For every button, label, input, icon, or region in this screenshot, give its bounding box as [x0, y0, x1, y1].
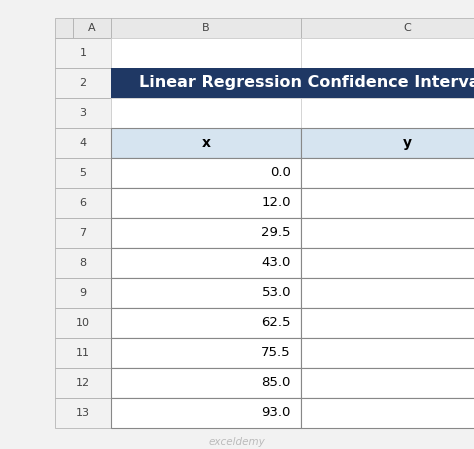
Bar [301, 158, 474, 188]
Bar [111, 218, 301, 248]
Bar [301, 278, 474, 308]
Bar [55, 38, 111, 68]
Bar [301, 18, 474, 38]
Bar [111, 68, 301, 98]
Bar [111, 38, 301, 68]
Bar [111, 188, 301, 218]
Bar [301, 158, 474, 188]
Bar [111, 18, 301, 38]
Bar [301, 278, 474, 308]
Text: 8: 8 [80, 258, 87, 268]
Text: 62.5: 62.5 [262, 317, 291, 330]
Bar [55, 68, 111, 98]
Text: A: A [88, 23, 96, 33]
Bar [301, 248, 474, 278]
Bar [301, 218, 474, 248]
Bar [111, 68, 474, 98]
Bar [301, 98, 474, 128]
Text: 12: 12 [76, 378, 90, 388]
Bar [301, 128, 474, 158]
Bar [301, 188, 474, 218]
Bar [55, 338, 111, 368]
Bar [111, 278, 301, 308]
Text: 11: 11 [76, 348, 90, 358]
Text: Linear Regression Confidence Interval: Linear Regression Confidence Interval [139, 75, 474, 91]
Text: 6: 6 [80, 198, 86, 208]
Text: 4: 4 [80, 138, 87, 148]
Bar [111, 248, 301, 278]
Bar [55, 188, 111, 218]
Bar [55, 278, 111, 308]
Text: 29.5: 29.5 [262, 226, 291, 239]
Text: B: B [202, 23, 210, 33]
Text: 12.0: 12.0 [262, 197, 291, 210]
Bar [111, 248, 301, 278]
Bar [55, 248, 111, 278]
Bar [301, 308, 474, 338]
Bar [111, 128, 301, 158]
Bar [55, 18, 73, 38]
Bar [111, 368, 301, 398]
Bar [301, 188, 474, 218]
Bar [301, 68, 474, 98]
Text: x: x [201, 136, 210, 150]
Bar [301, 248, 474, 278]
Bar [301, 38, 474, 68]
Bar [55, 158, 111, 188]
Bar [111, 308, 301, 338]
Bar [111, 98, 301, 128]
Text: 75.5: 75.5 [261, 347, 291, 360]
Text: 13: 13 [76, 408, 90, 418]
Bar [111, 158, 301, 188]
Bar [301, 398, 474, 428]
Text: 10: 10 [76, 318, 90, 328]
Text: 43.0: 43.0 [262, 256, 291, 269]
Bar [111, 338, 301, 368]
Bar [111, 338, 301, 368]
Text: exceldemy: exceldemy [209, 437, 265, 447]
Bar [55, 398, 111, 428]
Text: 5: 5 [80, 168, 86, 178]
Text: 3: 3 [80, 108, 86, 118]
Bar [55, 218, 111, 248]
Bar [73, 18, 111, 38]
Text: 7: 7 [80, 228, 87, 238]
Text: 93.0: 93.0 [262, 406, 291, 419]
Bar [111, 398, 301, 428]
Text: C: C [404, 23, 411, 33]
Bar [55, 368, 111, 398]
Text: 1: 1 [80, 48, 86, 58]
Bar [111, 188, 301, 218]
Text: 53.0: 53.0 [262, 286, 291, 299]
Bar [111, 158, 301, 188]
Bar [301, 128, 474, 158]
Bar [55, 128, 111, 158]
Text: y: y [403, 136, 412, 150]
Bar [55, 98, 111, 128]
Text: 85.0: 85.0 [262, 377, 291, 389]
Bar [55, 308, 111, 338]
Bar [301, 308, 474, 338]
Text: 2: 2 [80, 78, 87, 88]
Bar [111, 308, 301, 338]
Text: 0.0: 0.0 [270, 167, 291, 180]
Bar [111, 398, 301, 428]
Bar [111, 218, 301, 248]
Bar [301, 368, 474, 398]
Bar [111, 128, 301, 158]
Bar [111, 278, 301, 308]
Text: 9: 9 [80, 288, 87, 298]
Bar [301, 338, 474, 368]
Bar [301, 368, 474, 398]
Bar [301, 338, 474, 368]
Bar [111, 368, 301, 398]
Bar [301, 218, 474, 248]
Bar [301, 398, 474, 428]
